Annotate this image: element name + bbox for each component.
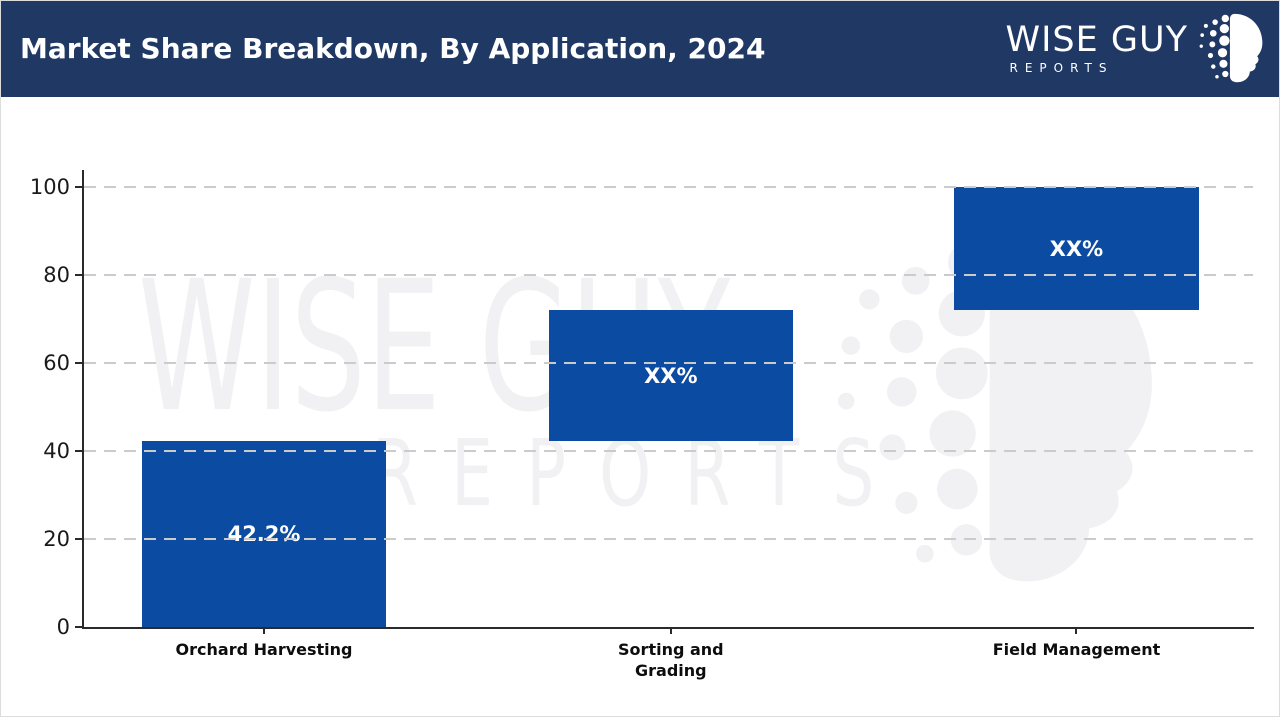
y-tick-label: 100 xyxy=(29,175,70,199)
plot-area: 0 20 40 60 80 100 42.2% XX% XX% Orchard Harvestin… xyxy=(30,177,1253,680)
y-tick xyxy=(75,450,83,452)
face-logo-icon xyxy=(1199,13,1263,82)
y-tick xyxy=(75,538,83,540)
bar-value-label: XX% xyxy=(644,363,698,388)
x-axis xyxy=(82,627,1254,629)
gridline xyxy=(84,450,1253,452)
x-tick xyxy=(1075,627,1078,634)
gridline xyxy=(84,362,1253,364)
x-category-label: Sorting and Grading xyxy=(618,640,724,680)
y-tick xyxy=(75,362,83,364)
x-tick xyxy=(263,627,266,634)
bar: 42.2% xyxy=(141,441,387,627)
logo-text: WISE GUY REPORTS xyxy=(1005,20,1188,75)
logo-subtitle: REPORTS xyxy=(1009,61,1114,75)
bar: XX% xyxy=(548,310,793,442)
y-tick-label: 60 xyxy=(43,351,70,375)
y-tick xyxy=(75,626,83,628)
bar-value-label: 42.2% xyxy=(227,522,301,547)
header-bar: Market Share Breakdown, By Application, … xyxy=(0,0,1280,97)
y-tick-label: 20 xyxy=(43,527,70,551)
y-tick-label: 80 xyxy=(43,263,70,287)
x-tick xyxy=(669,627,672,634)
logo-wordmark: WISE GUY xyxy=(1005,20,1188,60)
y-tick xyxy=(75,186,83,188)
y-tick xyxy=(75,274,83,276)
y-tick-label: 40 xyxy=(43,439,70,463)
gridline xyxy=(84,274,1253,276)
chart-title: Market Share Breakdown, By Application, … xyxy=(20,32,766,65)
y-axis xyxy=(82,170,84,629)
x-category-label: Orchard Harvesting xyxy=(175,640,353,659)
gridline xyxy=(84,538,1253,540)
y-tick-label: 0 xyxy=(56,615,70,639)
bar: XX% xyxy=(954,187,1199,311)
bar-value-label: XX% xyxy=(1049,236,1104,261)
gridline xyxy=(84,186,1253,188)
wiseguy-logo: WISE GUY REPORTS xyxy=(1005,10,1280,88)
x-category-label: Field Management xyxy=(992,640,1161,659)
